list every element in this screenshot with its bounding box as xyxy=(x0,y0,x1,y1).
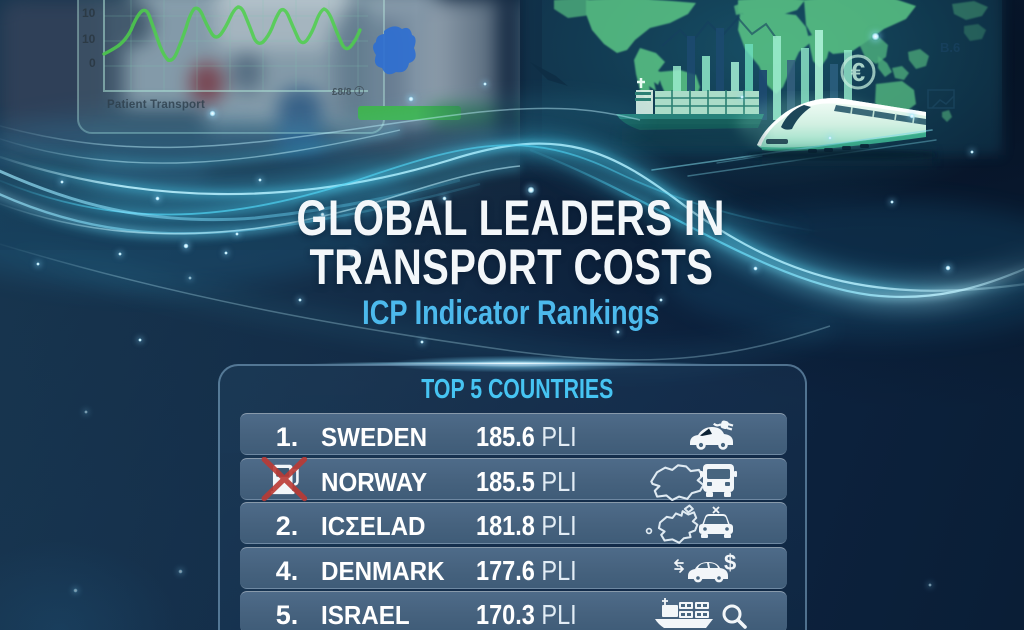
svg-text:€: € xyxy=(851,57,865,87)
svg-text:B.6: B.6 xyxy=(940,40,960,55)
svg-text:$: $ xyxy=(724,550,736,575)
